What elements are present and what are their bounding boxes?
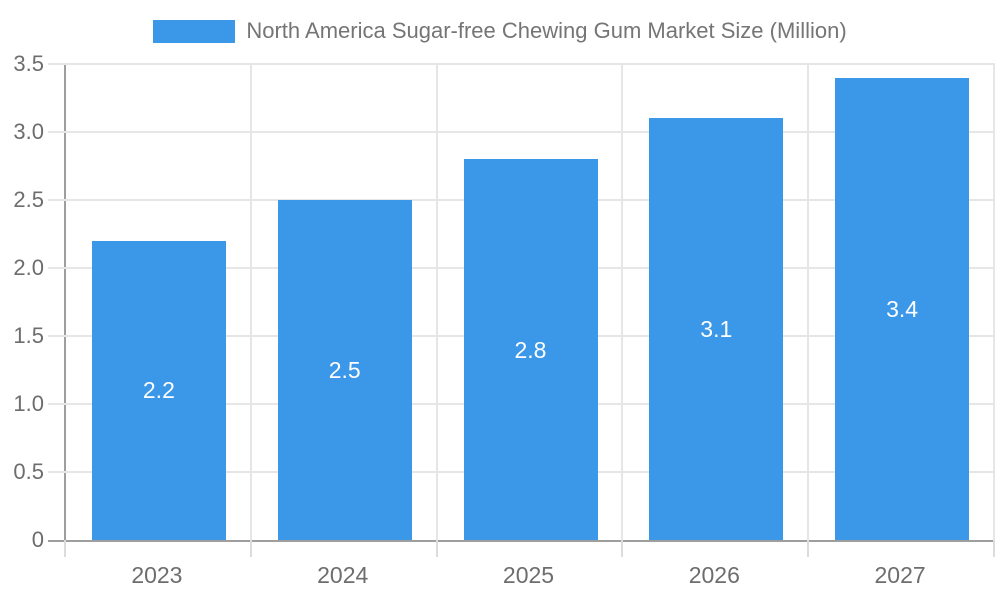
x-axis-tick-label: 2027 (874, 562, 926, 588)
y-axis-tick-label: 1.0 (13, 391, 44, 416)
x-axis-tick (621, 540, 624, 557)
bar-value-label: 2.2 (142, 377, 175, 404)
bar-value-label: 3.4 (886, 295, 919, 322)
x-axis-tick (807, 540, 810, 557)
x-axis-tick-label: 2025 (502, 562, 555, 588)
x-axis-tick (249, 540, 252, 557)
vertical-gridline (435, 64, 438, 540)
y-axis-tick-label: 2.5 (13, 187, 44, 212)
bar-2025[interactable] (463, 159, 598, 540)
y-axis-tick-label: 1.5 (13, 323, 44, 348)
bar-value-label: 2.8 (514, 336, 547, 363)
horizontal-gridline (48, 131, 995, 133)
bar-2026[interactable] (649, 118, 784, 540)
y-axis-tick-label: 3.5 (13, 51, 44, 76)
bar-2027[interactable] (835, 77, 970, 540)
x-axis-left-tick (48, 540, 66, 542)
bar-2024[interactable] (277, 200, 412, 540)
x-axis-tick (435, 540, 438, 557)
y-axis-tick-label: 2.0 (13, 255, 44, 280)
y-axis-tick-label: 0.5 (13, 459, 44, 484)
bar-value-label: 3.1 (700, 316, 733, 343)
vertical-gridline (621, 64, 624, 540)
bar-value-label: 2.5 (328, 357, 361, 383)
y-axis-tick-label: 0 (31, 527, 44, 552)
vertical-gridline (993, 64, 995, 540)
vertical-gridline (807, 64, 810, 540)
legend-swatch (153, 19, 236, 43)
x-axis-tick-label: 2024 (317, 562, 369, 588)
x-axis-tick-label: 2026 (688, 562, 740, 588)
x-axis-tick (993, 540, 995, 557)
vertical-gridline (249, 64, 252, 540)
plot-area: 2.2 2.5 2.8 3.1 3.4 (48, 63, 995, 557)
legend-label: North America Sugar-free Chewing Gum Mar… (246, 18, 847, 43)
x-axis-tick (64, 540, 66, 557)
y-axis-tick-label: 3.0 (13, 119, 44, 144)
bar-2023[interactable] (91, 240, 226, 540)
x-axis-tick-label: 2023 (131, 562, 183, 588)
horizontal-gridline (48, 63, 995, 65)
chart-legend[interactable]: North America Sugar-free Chewing Gum Mar… (0, 17, 1000, 45)
